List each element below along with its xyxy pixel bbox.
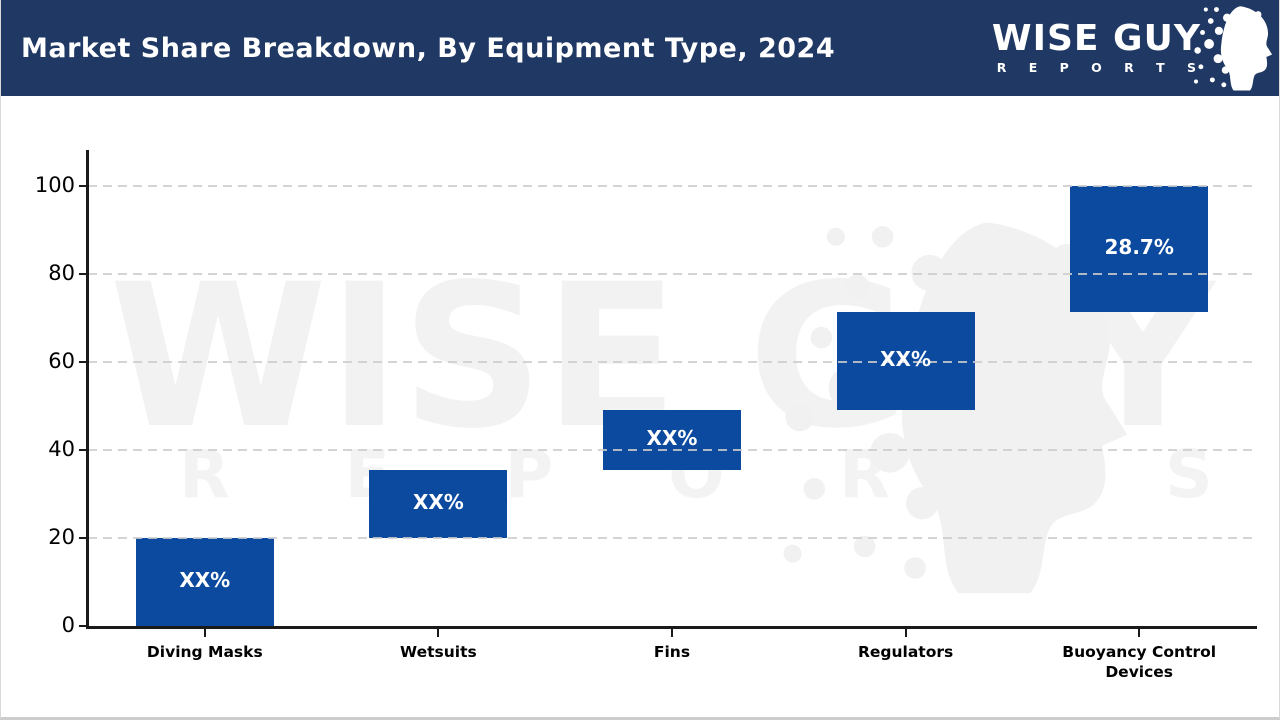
y-axis-tick <box>79 537 88 539</box>
y-tick-label: 20 <box>48 525 75 549</box>
y-tick-label: 60 <box>48 349 75 373</box>
bar-label: XX% <box>646 426 698 451</box>
y-axis-tick <box>79 449 88 451</box>
x-axis-tick <box>437 628 440 637</box>
x-axis-tick <box>203 628 206 637</box>
x-category-label: Diving Masks <box>146 643 263 661</box>
y-tick-label: 100 <box>34 173 75 197</box>
y-tick-label: 0 <box>61 613 75 637</box>
y-axis-line <box>86 150 89 629</box>
header: Market Share Breakdown, By Equipment Typ… <box>1 0 1279 96</box>
bar <box>135 538 274 626</box>
logo-wordmark: WISE GUY R E P O R T S <box>988 21 1205 75</box>
y-tick-label: 40 <box>48 437 75 461</box>
x-category-label: Wetsuits <box>400 643 477 661</box>
bar <box>369 469 508 538</box>
y-axis-tick <box>79 361 88 363</box>
page-title: Market Share Breakdown, By Equipment Typ… <box>21 32 836 64</box>
x-axis-tick <box>1138 628 1141 637</box>
x-axis-tick <box>904 628 907 637</box>
bar-label: XX% <box>880 347 932 372</box>
bar <box>603 410 741 470</box>
y-gridline <box>88 185 1256 187</box>
bar-label: XX% <box>412 489 464 514</box>
x-category-label: Fins <box>653 643 691 661</box>
logo-face-icon <box>1191 3 1273 93</box>
logo-brand-text: WISE GUY <box>991 18 1201 60</box>
y-gridline <box>88 273 1256 275</box>
y-axis-tick <box>79 185 88 187</box>
y-tick-label: 80 <box>48 261 75 285</box>
logo-sub-text: R E P O R T S <box>996 60 1205 76</box>
x-category-label: Regulators <box>857 643 954 661</box>
wiseguy-logo: WISE GUY R E P O R T S <box>988 3 1273 93</box>
y-gridline <box>88 361 1256 363</box>
y-gridline <box>88 449 1256 451</box>
y-axis-tick <box>79 273 88 275</box>
x-category-label: Buoyancy Control Devices <box>1062 643 1217 682</box>
y-axis-tick <box>79 625 88 627</box>
bar-label: XX% <box>179 568 231 592</box>
x-axis-line <box>86 626 1257 629</box>
bar-label: 28.7% <box>1104 235 1174 260</box>
bar <box>1070 186 1209 313</box>
y-gridline <box>88 537 1256 539</box>
x-axis-tick <box>671 628 673 637</box>
